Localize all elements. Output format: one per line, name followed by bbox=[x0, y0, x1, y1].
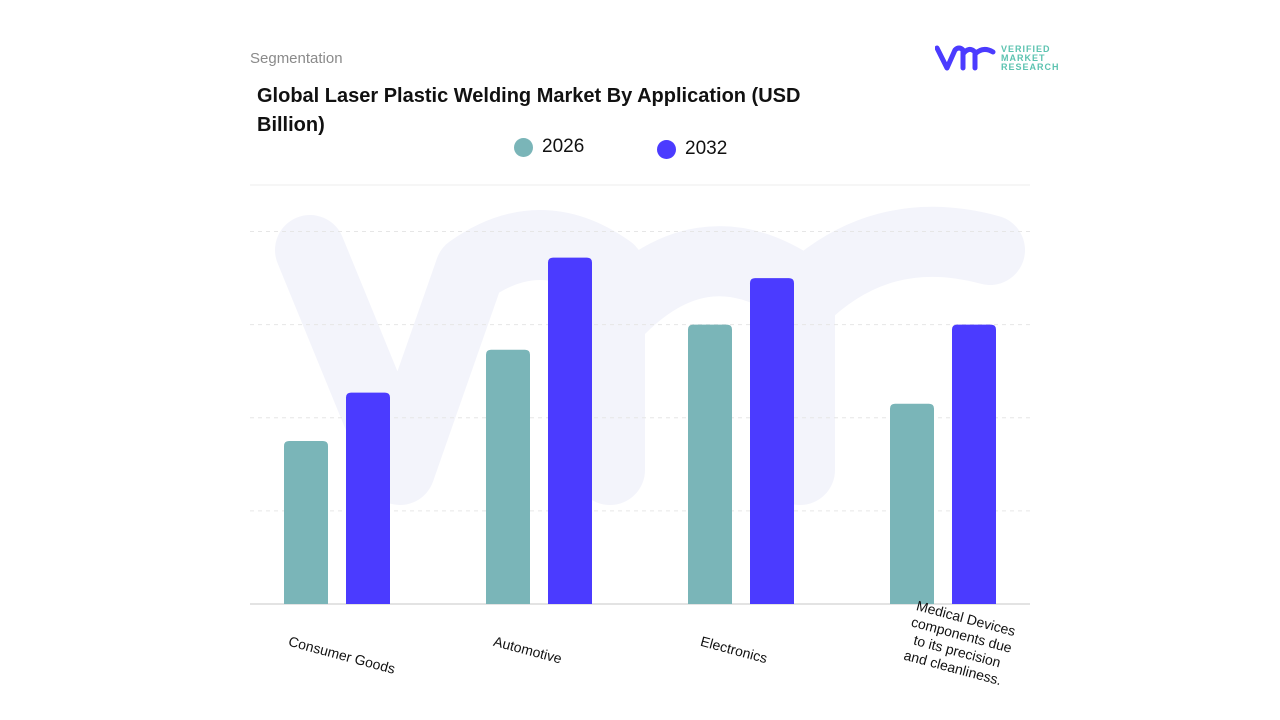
bar-2026-3 bbox=[890, 403, 934, 604]
watermark-logo bbox=[275, 206, 1025, 505]
bar-2032-2 bbox=[750, 278, 794, 604]
legend-swatch-2032 bbox=[657, 139, 676, 159]
legend-swatch-2026 bbox=[514, 137, 533, 157]
bar-2032-1 bbox=[548, 257, 592, 604]
segment-label: Segmentation bbox=[250, 50, 343, 67]
bar-2026-0 bbox=[284, 441, 328, 604]
bar-2026-1 bbox=[486, 349, 530, 604]
chart-title: Global Laser Plastic Welding Market By A… bbox=[257, 85, 801, 136]
bar-2026-2 bbox=[688, 324, 732, 604]
vmr-logo: VERIFIED MARKET RESEARCH bbox=[935, 44, 1060, 72]
legend-label-2026: 2026 bbox=[542, 136, 585, 157]
logo-text-1: VERIFIED bbox=[1001, 43, 1051, 54]
legend-label-2032: 2032 bbox=[685, 138, 728, 159]
logo-text-3: RESEARCH bbox=[1001, 61, 1060, 72]
legend-item-2026: 2026 bbox=[514, 136, 584, 158]
vmr-logo-mark-icon bbox=[935, 45, 996, 71]
bar-2032-0 bbox=[346, 392, 390, 604]
bar-2032-3 bbox=[952, 324, 996, 604]
logo-text-2: MARKET bbox=[1001, 52, 1046, 63]
legend-item-2032: 2032 bbox=[657, 138, 727, 160]
